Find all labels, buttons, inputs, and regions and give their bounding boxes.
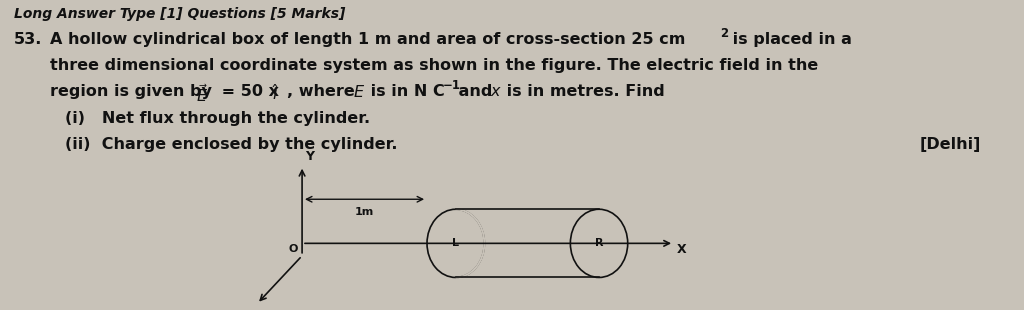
Text: $\vec{E}$: $\vec{E}$ [196,84,208,105]
Text: region is given by: region is given by [50,84,217,99]
Text: 2: 2 [720,27,728,40]
Text: [Delhi]: [Delhi] [920,137,981,152]
Text: $E$: $E$ [353,84,366,100]
Text: A hollow cylindrical box of length 1 m and area of cross-section 25 cm: A hollow cylindrical box of length 1 m a… [50,32,685,47]
Text: , where: , where [287,84,360,99]
Text: is placed in a: is placed in a [727,32,852,47]
Text: X: X [677,243,687,256]
Text: O: O [288,244,297,254]
Text: Y: Y [305,150,314,163]
Text: L: L [453,238,459,248]
Text: Long Answer Type [1] Questions [5 Marks]: Long Answer Type [1] Questions [5 Marks] [14,7,345,21]
Text: $x$: $x$ [490,84,502,99]
Text: and: and [453,84,498,99]
Text: 53.: 53. [14,32,42,47]
Text: −1: −1 [443,79,461,92]
Text: (i)   Net flux through the cylinder.: (i) Net flux through the cylinder. [65,111,370,126]
Text: is in N C: is in N C [365,84,444,99]
Text: three dimensional coordinate system as shown in the figure. The electric field i: three dimensional coordinate system as s… [50,58,818,73]
Text: is in metres. Find: is in metres. Find [501,84,665,99]
Text: $\hat{\imath}$: $\hat{\imath}$ [272,84,280,103]
Text: = 50 x: = 50 x [216,84,279,99]
Text: 1m: 1m [355,207,374,217]
Text: (ii)  Charge enclosed by the cylinder.: (ii) Charge enclosed by the cylinder. [65,137,397,152]
Text: R: R [595,238,603,248]
